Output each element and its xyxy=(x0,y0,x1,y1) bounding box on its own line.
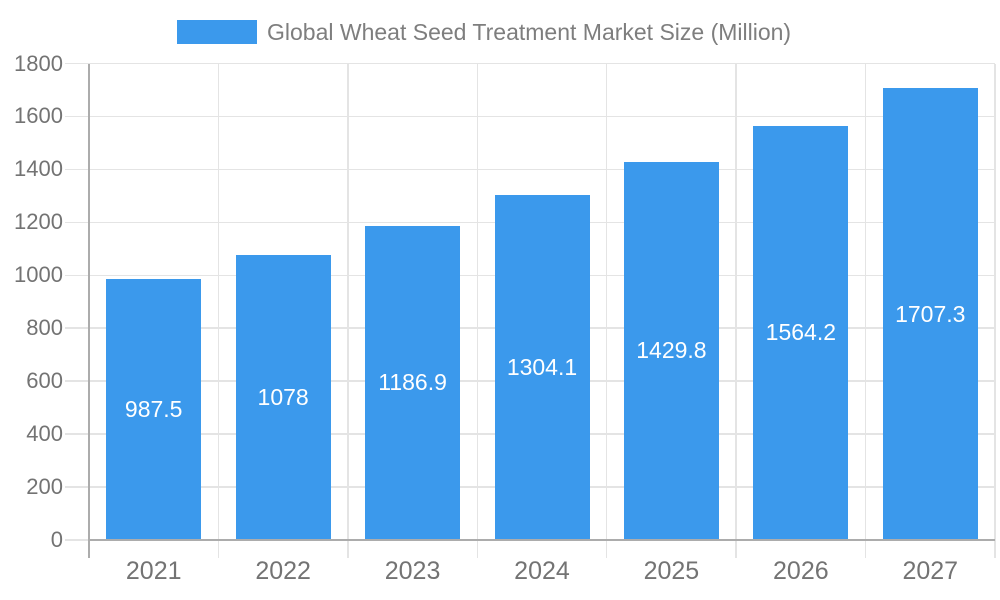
x-axis-tick-label: 2022 xyxy=(255,557,311,585)
y-axis-line xyxy=(87,63,90,558)
bar-2025: 1429.8 xyxy=(623,161,719,540)
bar-value-label: 1707.3 xyxy=(895,300,966,327)
bar-2024: 1304.1 xyxy=(494,194,590,540)
legend-swatch-icon xyxy=(177,20,257,44)
x-axis-tick-label: 2027 xyxy=(902,557,959,585)
chart-legend[interactable]: Global Wheat Seed Treatment Market Size … xyxy=(177,18,792,45)
y-axis-tick-label: 1200 xyxy=(14,209,63,235)
y-gridline xyxy=(65,115,995,118)
y-axis-tick-label: 1800 xyxy=(14,50,63,76)
legend-label: Global Wheat Seed Treatment Market Size … xyxy=(267,18,792,45)
x-gridline xyxy=(864,63,867,558)
bar-value-label: 1564.2 xyxy=(765,319,837,346)
x-axis-tick-label: 2023 xyxy=(384,557,441,585)
y-axis-tick-label: 1400 xyxy=(14,156,63,182)
x-gridline xyxy=(994,63,996,558)
x-axis-tick-label: 2024 xyxy=(514,557,570,585)
x-gridline xyxy=(605,63,608,558)
y-axis-tick-label: 0 xyxy=(50,527,63,552)
x-gridline xyxy=(476,63,479,558)
x-gridline xyxy=(735,63,737,558)
x-axis-line xyxy=(87,538,995,541)
bar-value-label: 1078 xyxy=(257,383,309,410)
y-axis-tick-label: 200 xyxy=(26,474,63,500)
x-axis-tick-label: 2026 xyxy=(773,557,829,585)
bar-2022: 1078 xyxy=(235,254,331,540)
y-axis-tick-label: 400 xyxy=(26,421,63,447)
y-gridline xyxy=(65,168,995,171)
bar-2027: 1707.3 xyxy=(882,88,978,540)
x-gridline xyxy=(217,63,220,558)
bar-2021: 987.5 xyxy=(106,278,202,540)
y-axis-tick-label: 600 xyxy=(26,368,63,394)
x-axis-tick-label: 2021 xyxy=(125,557,182,585)
y-gridline xyxy=(65,62,995,65)
y-axis-tick-label: 1000 xyxy=(14,262,63,288)
bar-value-label: 987.5 xyxy=(124,395,183,422)
bar-value-label: 1186.9 xyxy=(378,369,447,396)
bar-value-label: 1304.1 xyxy=(506,353,578,380)
x-gridline xyxy=(347,63,349,558)
bar-2023: 1186.9 xyxy=(365,225,461,540)
y-axis-tick-label: 1600 xyxy=(14,103,63,129)
y-axis-tick-label: 800 xyxy=(26,315,63,341)
x-axis-tick-label: 2025 xyxy=(643,557,700,585)
bar-2026: 1564.2 xyxy=(753,125,849,540)
bar-value-label: 1429.8 xyxy=(636,337,707,364)
